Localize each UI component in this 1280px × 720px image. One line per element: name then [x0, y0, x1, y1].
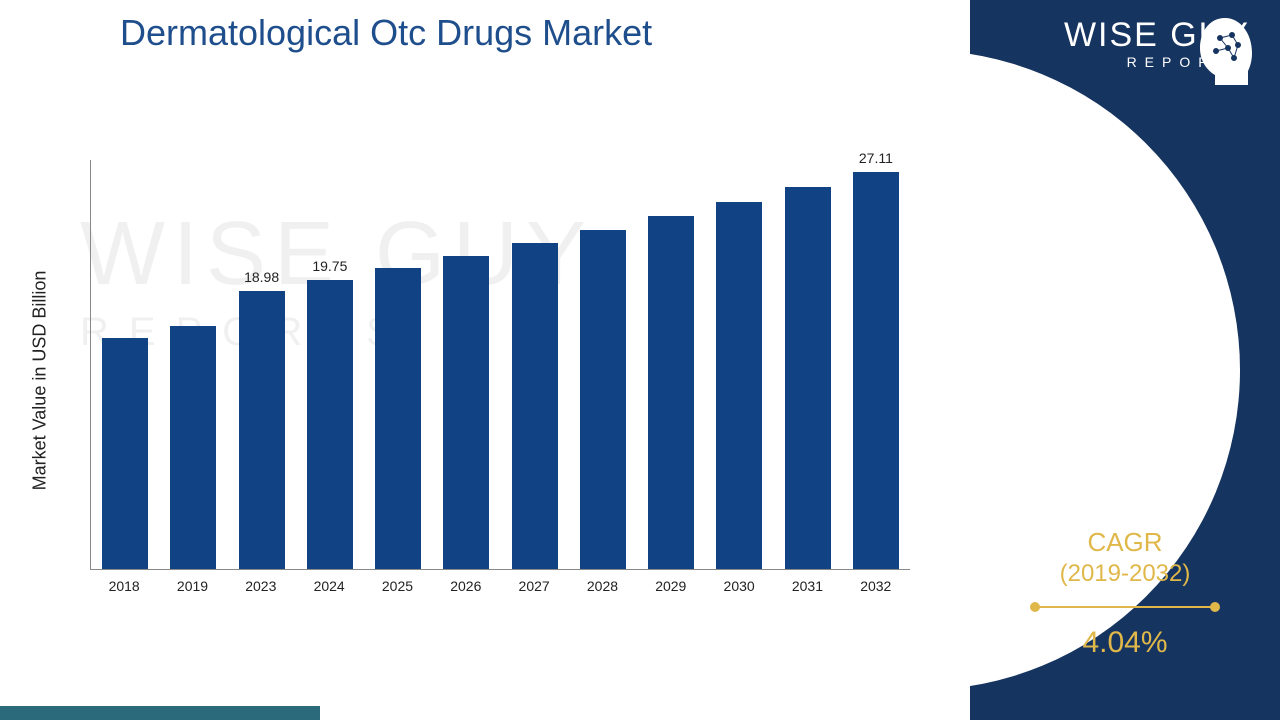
bar-group	[368, 268, 428, 569]
bar	[239, 291, 285, 569]
x-axis-label: 2025	[367, 578, 427, 594]
x-axis-label: 2032	[846, 578, 906, 594]
bar-group	[95, 338, 155, 569]
logo-head-icon	[1190, 13, 1260, 93]
cagr-period: (2019-2032)	[1010, 560, 1240, 588]
main-container: WISE GUY REPORTS Dermatological Otc Drug…	[0, 0, 1280, 720]
bar-group: 27.11	[846, 172, 906, 569]
bar	[853, 172, 899, 569]
bar-value-label: 19.75	[312, 258, 347, 280]
bar-group	[641, 216, 701, 569]
bar	[307, 280, 353, 569]
x-axis-label: 2028	[572, 578, 632, 594]
bar-value-label: 18.98	[244, 269, 279, 291]
cagr-label: CAGR	[1010, 527, 1240, 558]
bar	[170, 326, 216, 569]
bar-group	[573, 230, 633, 569]
bar	[580, 230, 626, 569]
cagr-value: 4.04%	[1010, 626, 1240, 660]
chart-area: Market Value in USD Billion 18.9819.7527…	[50, 150, 920, 600]
x-axis-label: 2027	[504, 578, 564, 594]
bottom-accent-bar	[0, 706, 320, 720]
bar-value-label: 27.11	[859, 150, 893, 172]
bar	[648, 216, 694, 569]
bars-container: 18.9819.7527.11	[90, 160, 910, 570]
cagr-divider	[1035, 606, 1215, 608]
x-axis-label: 2030	[709, 578, 769, 594]
bar	[716, 202, 762, 569]
bar	[375, 268, 421, 569]
y-axis-label: Market Value in USD Billion	[30, 271, 51, 491]
x-axis-label: 2023	[231, 578, 291, 594]
bar-group	[709, 202, 769, 569]
x-labels: 2018 2019 2023 2024 2025 2026 2027 2028 2029 2030…	[90, 578, 910, 594]
bar-group: 19.75	[300, 280, 360, 569]
bar-group	[163, 326, 223, 569]
bar-group: 18.98	[232, 291, 292, 569]
bar-group	[778, 187, 838, 569]
x-axis-label: 2026	[436, 578, 496, 594]
bar	[102, 338, 148, 569]
chart-title: Dermatological Otc Drugs Market	[120, 12, 652, 54]
x-axis-label: 2031	[777, 578, 837, 594]
cagr-section: CAGR (2019-2032) 4.04%	[1010, 527, 1240, 660]
bar	[785, 187, 831, 569]
bar-group	[505, 243, 565, 569]
x-axis-label: 2024	[299, 578, 359, 594]
bar-group	[436, 256, 496, 569]
bar	[443, 256, 489, 569]
x-axis-label: 2029	[641, 578, 701, 594]
x-axis-label: 2019	[162, 578, 222, 594]
x-axis-label: 2018	[94, 578, 154, 594]
bar	[512, 243, 558, 569]
brand-logo: WISE GUY REPORTS	[1064, 18, 1250, 70]
